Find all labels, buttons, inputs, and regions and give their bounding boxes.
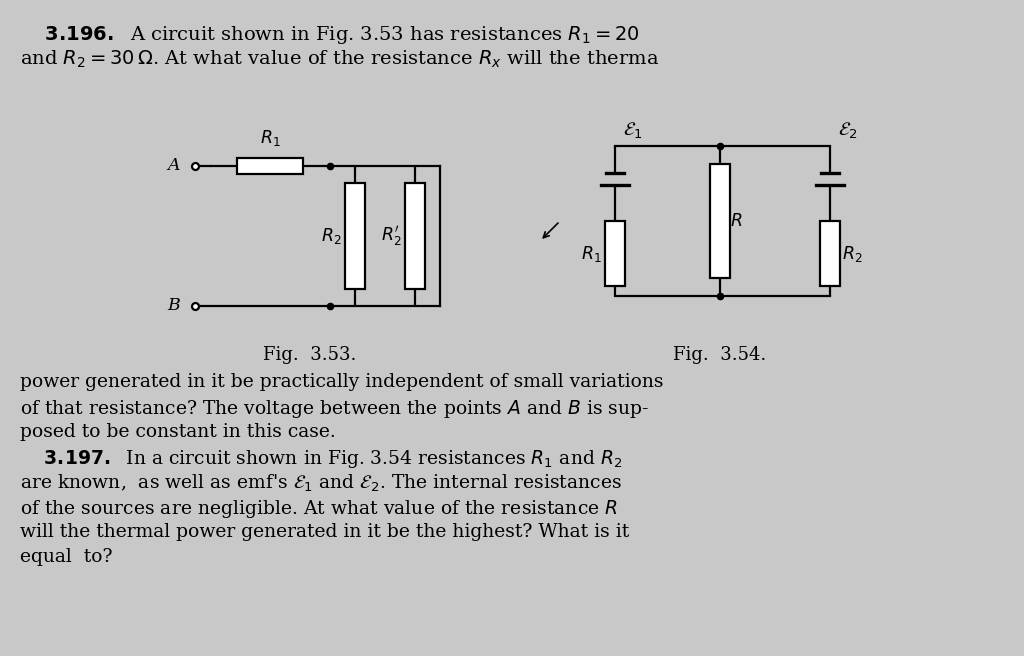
Text: $R_1$: $R_1$ [260, 128, 281, 148]
Text: $R_1$: $R_1$ [582, 243, 602, 264]
Bar [820, 221, 840, 286]
Text: posed to be constant in this case.: posed to be constant in this case. [20, 423, 336, 441]
Text: $R$: $R$ [730, 213, 742, 230]
Text: $\mathcal{E}_1$: $\mathcal{E}_1$ [623, 121, 643, 141]
Text: $\mathcal{E}_2$: $\mathcal{E}_2$ [838, 121, 858, 141]
Text: are known,  as well as emf's $\mathcal{E}_1$ and $\mathcal{E}_2$. The internal r: are known, as well as emf's $\mathcal{E}… [20, 473, 622, 495]
Text: power generated in it be practically independent of small variations: power generated in it be practically ind… [20, 373, 664, 391]
Text: $R_2$: $R_2$ [322, 226, 342, 246]
Text: $\mathbf{3.196.}$  A circuit shown in Fig. 3.53 has resistances $R_1 = 20$: $\mathbf{3.196.}$ A circuit shown in Fig… [20, 24, 640, 46]
Text: will the thermal power generated in it be the highest? What is it: will the thermal power generated in it b… [20, 523, 630, 541]
Text: A: A [168, 157, 180, 174]
Text: equal  to?: equal to? [20, 548, 113, 566]
Text: Fig.  3.54.: Fig. 3.54. [674, 346, 767, 364]
Bar [345, 183, 365, 289]
Text: $R_2'$: $R_2'$ [381, 224, 402, 248]
Text: of the sources are negligible. At what value of the resistance $R$: of the sources are negligible. At what v… [20, 498, 617, 520]
Text: $R_2$: $R_2$ [842, 243, 862, 264]
Text: of that resistance? The voltage between the points $A$ and $B$ is sup-: of that resistance? The voltage between … [20, 398, 649, 420]
Text: $\mathbf{3.197.}$  In a circuit shown in Fig. 3.54 resistances $R_1$ and $R_2$: $\mathbf{3.197.}$ In a circuit shown in … [20, 448, 623, 470]
Text: and $R_2 = 30\,\Omega$. At what value of the resistance $R_x$ will the therma: and $R_2 = 30\,\Omega$. At what value of… [20, 49, 659, 70]
Bar [710, 164, 730, 278]
Bar [237, 158, 303, 174]
Text: Fig.  3.53.: Fig. 3.53. [263, 346, 356, 364]
Text: B: B [167, 298, 180, 314]
Bar [406, 183, 425, 289]
Bar [605, 221, 625, 286]
